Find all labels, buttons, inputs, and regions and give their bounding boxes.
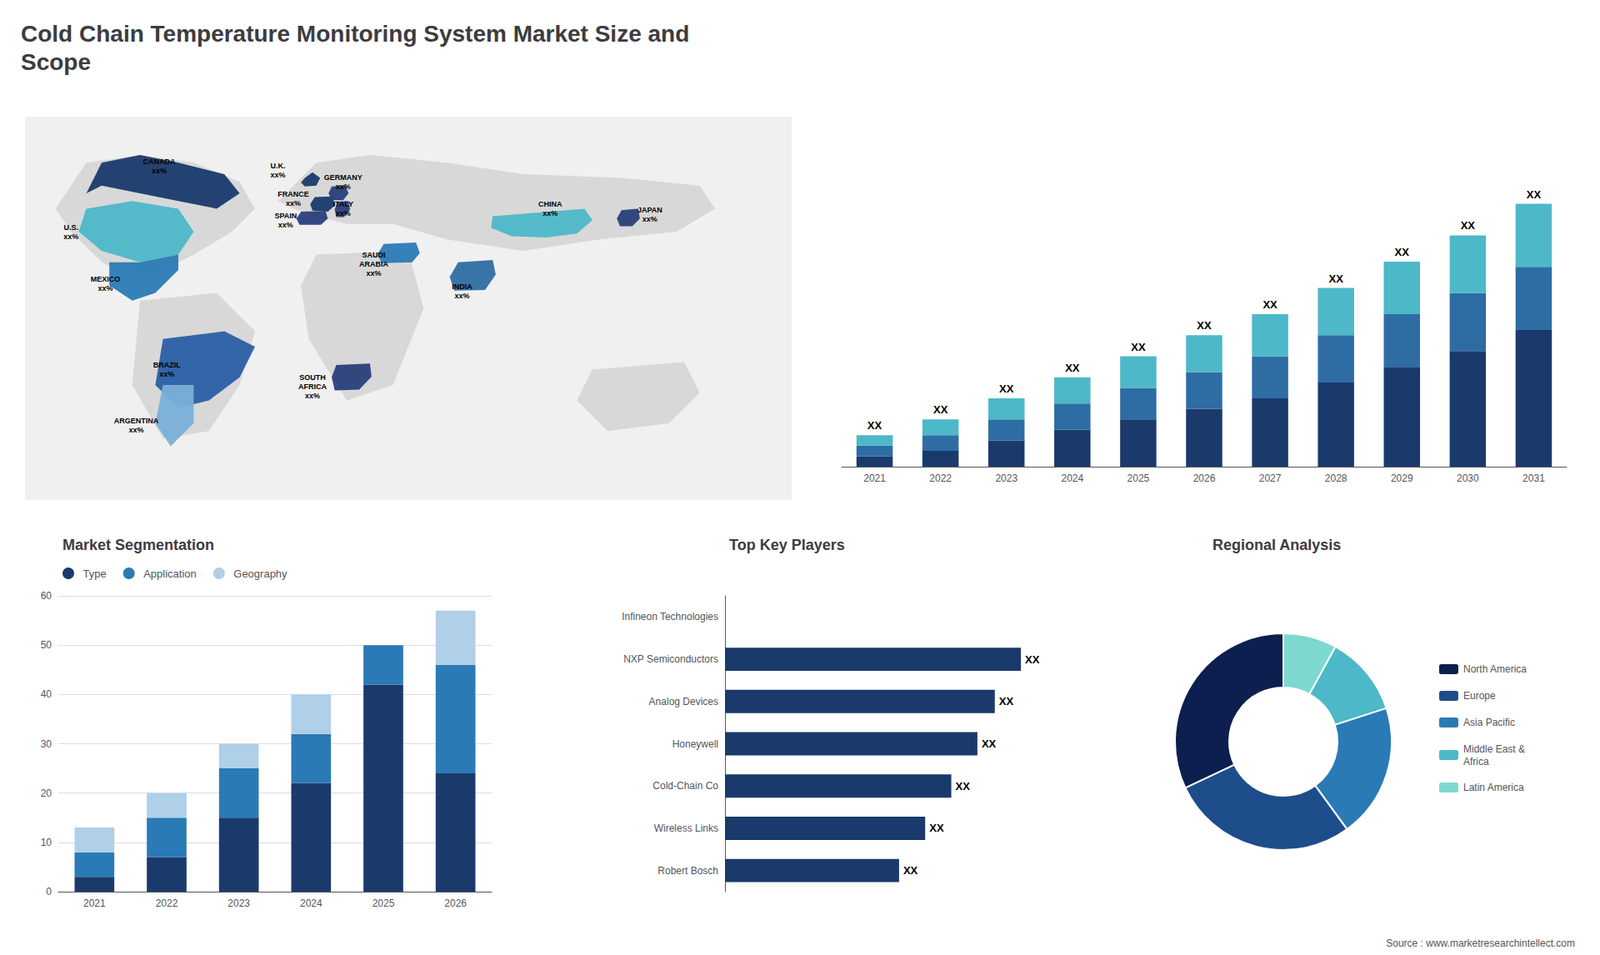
svg-text:Geography: Geography [233, 567, 288, 580]
svg-text:xx%: xx% [305, 391, 320, 400]
svg-text:xx%: xx% [454, 291, 470, 300]
svg-text:2026: 2026 [444, 897, 467, 910]
svg-text:XX: XX [999, 382, 1015, 395]
svg-text:North America: North America [1463, 663, 1527, 675]
svg-text:XX: XX [1065, 361, 1080, 375]
svg-text:xx%: xx% [335, 182, 351, 191]
svg-text:CHINA: CHINA [538, 200, 563, 209]
svg-text:XX: XX [999, 695, 1015, 708]
svg-text:2027: 2027 [1259, 472, 1282, 485]
svg-text:60: 60 [40, 590, 53, 602]
svg-text:xx%: xx% [98, 284, 114, 293]
svg-text:Market Segmentation: Market Segmentation [62, 536, 215, 554]
svg-text:Latin America: Latin America [1463, 781, 1525, 794]
svg-text:GERMANY: GERMANY [324, 173, 363, 182]
svg-text:Type: Type [83, 567, 107, 580]
svg-text:20: 20 [40, 787, 53, 800]
svg-text:Source : www.marketresearchint: Source : www.marketresearchintellect.com [1385, 937, 1575, 950]
svg-text:2029: 2029 [1390, 472, 1414, 485]
svg-text:Middle East &: Middle East & [1463, 743, 1525, 755]
svg-text:40: 40 [40, 688, 53, 700]
svg-text:xx%: xx% [159, 370, 175, 379]
svg-text:U.K.: U.K. [270, 161, 286, 170]
svg-text:xx%: xx% [366, 269, 382, 278]
svg-text:xx%: xx% [270, 170, 286, 180]
svg-text:xx%: xx% [128, 425, 144, 435]
svg-text:XX: XX [1025, 653, 1040, 666]
svg-text:Scope: Scope [20, 49, 91, 75]
svg-text:XX: XX [933, 403, 949, 416]
svg-text:2024: 2024 [300, 897, 323, 910]
svg-text:XX: XX [929, 821, 945, 835]
svg-text:XX: XX [1526, 188, 1542, 201]
svg-text:XX: XX [1460, 219, 1476, 232]
svg-text:JAPAN: JAPAN [637, 205, 663, 215]
svg-text:XX: XX [1262, 298, 1278, 311]
svg-text:2022: 2022 [929, 472, 952, 485]
svg-text:FRANCE: FRANCE [277, 190, 310, 199]
svg-text:ARABIA: ARABIA [359, 260, 389, 269]
svg-text:Wireless Links: Wireless Links [654, 822, 719, 835]
svg-text:2028: 2028 [1325, 472, 1348, 485]
svg-text:2025: 2025 [372, 897, 395, 910]
svg-text:2023: 2023 [995, 472, 1018, 485]
svg-text:SPAIN: SPAIN [274, 211, 297, 220]
svg-text:2021: 2021 [83, 897, 106, 910]
svg-text:Robert Bosch: Robert Bosch [657, 865, 719, 877]
svg-text:Africa: Africa [1463, 755, 1490, 768]
svg-text:Cold-Chain Co: Cold-Chain Co [652, 780, 719, 792]
svg-text:CANADA: CANADA [143, 157, 176, 166]
svg-text:XX: XX [903, 864, 919, 877]
svg-text:10: 10 [40, 836, 53, 849]
svg-text:ITALY: ITALY [333, 200, 355, 209]
svg-text:XX: XX [1130, 340, 1146, 354]
svg-text:SAUDI: SAUDI [362, 250, 386, 260]
svg-text:XX: XX [1196, 319, 1212, 332]
svg-text:2021: 2021 [863, 472, 886, 485]
svg-text:xx%: xx% [335, 209, 351, 218]
svg-text:xx%: xx% [285, 199, 301, 208]
svg-text:Europe: Europe [1463, 690, 1496, 702]
svg-text:XX: XX [955, 780, 971, 793]
svg-text:Infineon Technologies: Infineon Technologies [621, 610, 719, 623]
svg-text:xx%: xx% [642, 215, 658, 224]
svg-text:U.S.: U.S. [63, 223, 79, 232]
svg-text:Analog Devices: Analog Devices [649, 695, 719, 708]
svg-text:INDIA: INDIA [451, 282, 473, 291]
svg-text:MEXICO: MEXICO [90, 275, 121, 284]
svg-text:XX: XX [1395, 245, 1410, 259]
svg-text:50: 50 [40, 639, 53, 651]
svg-text:xx%: xx% [542, 209, 558, 218]
svg-text:30: 30 [40, 738, 53, 750]
svg-text:AFRICA: AFRICA [298, 382, 327, 391]
svg-text:ARGENTINA: ARGENTINA [114, 416, 160, 425]
svg-text:Asia Pacific: Asia Pacific [1463, 716, 1515, 729]
svg-text:2022: 2022 [155, 897, 179, 910]
svg-text:2025: 2025 [1127, 472, 1150, 485]
svg-text:2031: 2031 [1522, 472, 1545, 485]
svg-text:2024: 2024 [1060, 472, 1084, 485]
svg-text:XX: XX [867, 419, 883, 432]
svg-text:xx%: xx% [63, 232, 79, 241]
svg-text:xx%: xx% [151, 166, 167, 175]
svg-text:Application: Application [143, 567, 197, 580]
svg-text:BRAZIL: BRAZIL [153, 360, 181, 370]
svg-text:XX: XX [1329, 272, 1345, 285]
svg-text:2030: 2030 [1456, 472, 1480, 485]
svg-text:XX: XX [981, 737, 997, 750]
svg-text:Top Key Players: Top Key Players [729, 536, 845, 554]
svg-text:0: 0 [45, 885, 52, 898]
svg-text:2026: 2026 [1193, 472, 1216, 485]
svg-text:xx%: xx% [278, 220, 294, 230]
svg-text:Honeywell: Honeywell [672, 738, 719, 750]
svg-text:2023: 2023 [227, 897, 250, 910]
svg-text:NXP Semiconductors: NXP Semiconductors [623, 653, 719, 665]
svg-text:Regional Analysis: Regional Analysis [1212, 536, 1341, 554]
svg-text:SOUTH: SOUTH [299, 373, 326, 382]
svg-text:Cold Chain Temperature Monitor: Cold Chain Temperature Monitoring System… [20, 20, 690, 47]
